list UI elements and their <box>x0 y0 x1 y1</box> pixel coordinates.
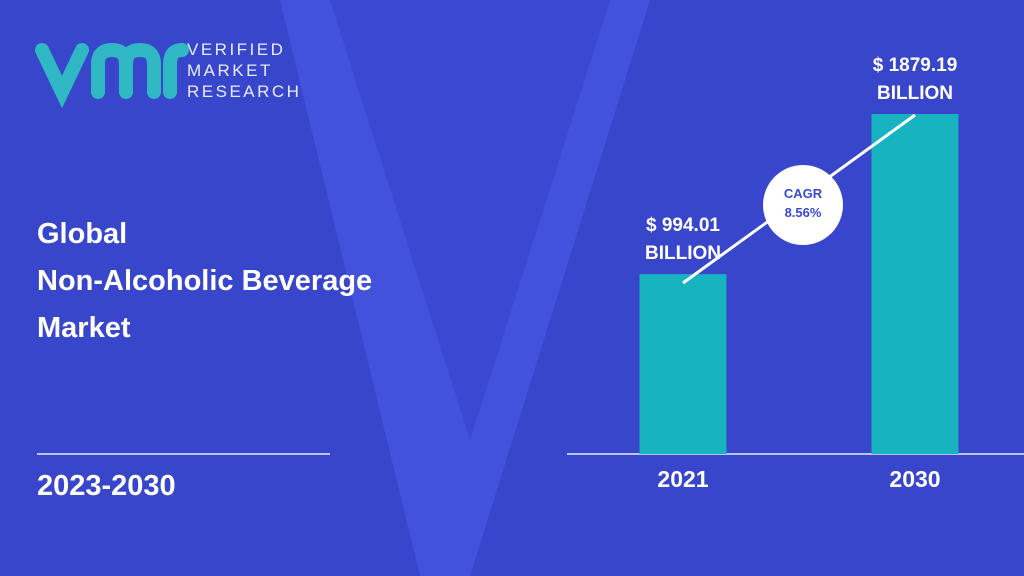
cagr-circle <box>763 165 843 245</box>
logo-text: MARKET <box>187 61 273 80</box>
period: 2023-2030 <box>37 470 176 502</box>
title-line: Market <box>37 312 131 344</box>
bar <box>871 114 959 454</box>
background-v <box>280 0 650 576</box>
value-label: $ 1879.19 BILLION <box>872 55 958 104</box>
logo-mark <box>35 42 189 109</box>
bar <box>639 274 727 454</box>
logo-text: RESEARCH <box>187 82 302 101</box>
x-tick-label: 2030 <box>889 466 941 492</box>
title-line: Global <box>37 218 128 250</box>
value-label: $ 994.01 BILLION <box>645 215 721 265</box>
logo-text: VERIFIED <box>187 40 286 59</box>
cagr-value: 8.56% <box>784 205 822 220</box>
x-tick-label: 2021 <box>657 466 709 492</box>
title-line: Non-Alcoholic Beverage <box>37 265 373 297</box>
cagr-label: CAGR <box>783 186 823 201</box>
